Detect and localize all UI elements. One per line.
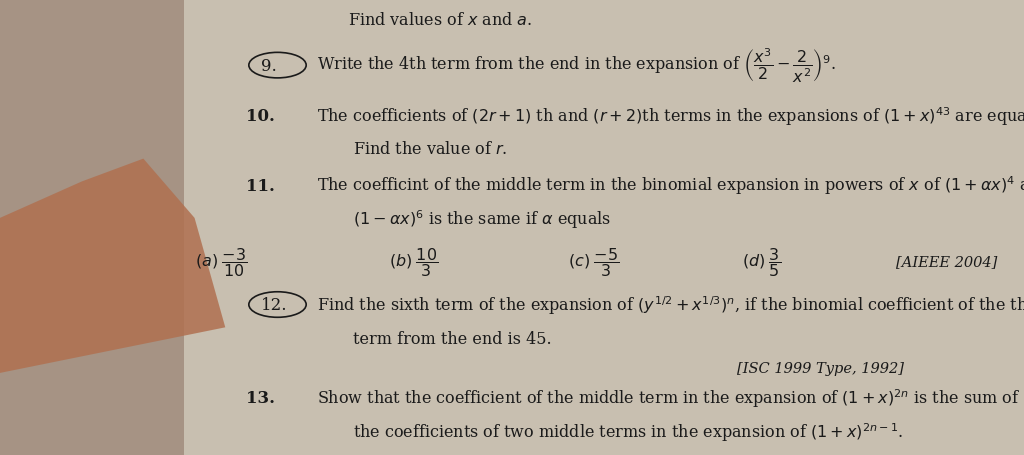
Text: $(d)\;\dfrac{3}{5}$: $(d)\;\dfrac{3}{5}$ — [742, 245, 781, 278]
Text: 12.: 12. — [261, 296, 288, 313]
Polygon shape — [0, 0, 184, 455]
Text: Find the value of $r$.: Find the value of $r$. — [353, 141, 508, 158]
Text: Write the 4th term from the end in the expansion of $\left(\dfrac{x^3}{2} - \dfr: Write the 4th term from the end in the e… — [317, 47, 837, 85]
Text: Show that the coefficient of the middle term in the expansion of $(1+x)^{2n}$ is: Show that the coefficient of the middle … — [317, 387, 1021, 410]
Text: Find values of $x$ and $a$.: Find values of $x$ and $a$. — [348, 12, 532, 29]
Text: 13.: 13. — [246, 389, 274, 407]
Polygon shape — [0, 159, 225, 373]
Text: the coefficients of two middle terms in the expansion of $(1+x)^{2n-1}$.: the coefficients of two middle terms in … — [353, 420, 903, 443]
Text: $(b)\;\dfrac{10}{3}$: $(b)\;\dfrac{10}{3}$ — [389, 245, 438, 278]
Text: $(1-\alpha x)^6$ is the same if $\alpha$ equals: $(1-\alpha x)^6$ is the same if $\alpha$… — [353, 208, 611, 231]
Text: The coefficint of the middle term in the binomial expansion in powers of $x$ of : The coefficint of the middle term in the… — [317, 174, 1024, 197]
Text: 10.: 10. — [246, 107, 274, 125]
Text: Find the sixth term of the expansion of $(y^{1/2}+x^{1/3})^n$, if the binomial c: Find the sixth term of the expansion of … — [317, 293, 1024, 316]
Text: The coefficients of $(2r+1)$ th and $(r+2)$th terms in the expansions of $(1+x)^: The coefficients of $(2r+1)$ th and $(r+… — [317, 105, 1024, 127]
Text: $(a)\;\dfrac{-3}{10}$: $(a)\;\dfrac{-3}{10}$ — [195, 245, 247, 278]
Text: term from the end is 45.: term from the end is 45. — [353, 330, 552, 348]
Text: 9.: 9. — [261, 57, 276, 75]
Text: [AIEEE 2004]: [AIEEE 2004] — [896, 255, 997, 268]
Text: $(c)\;\dfrac{-5}{3}$: $(c)\;\dfrac{-5}{3}$ — [568, 245, 620, 278]
Text: 11.: 11. — [246, 177, 274, 194]
Text: [ISC 1999 Type, 1992]: [ISC 1999 Type, 1992] — [737, 362, 904, 375]
